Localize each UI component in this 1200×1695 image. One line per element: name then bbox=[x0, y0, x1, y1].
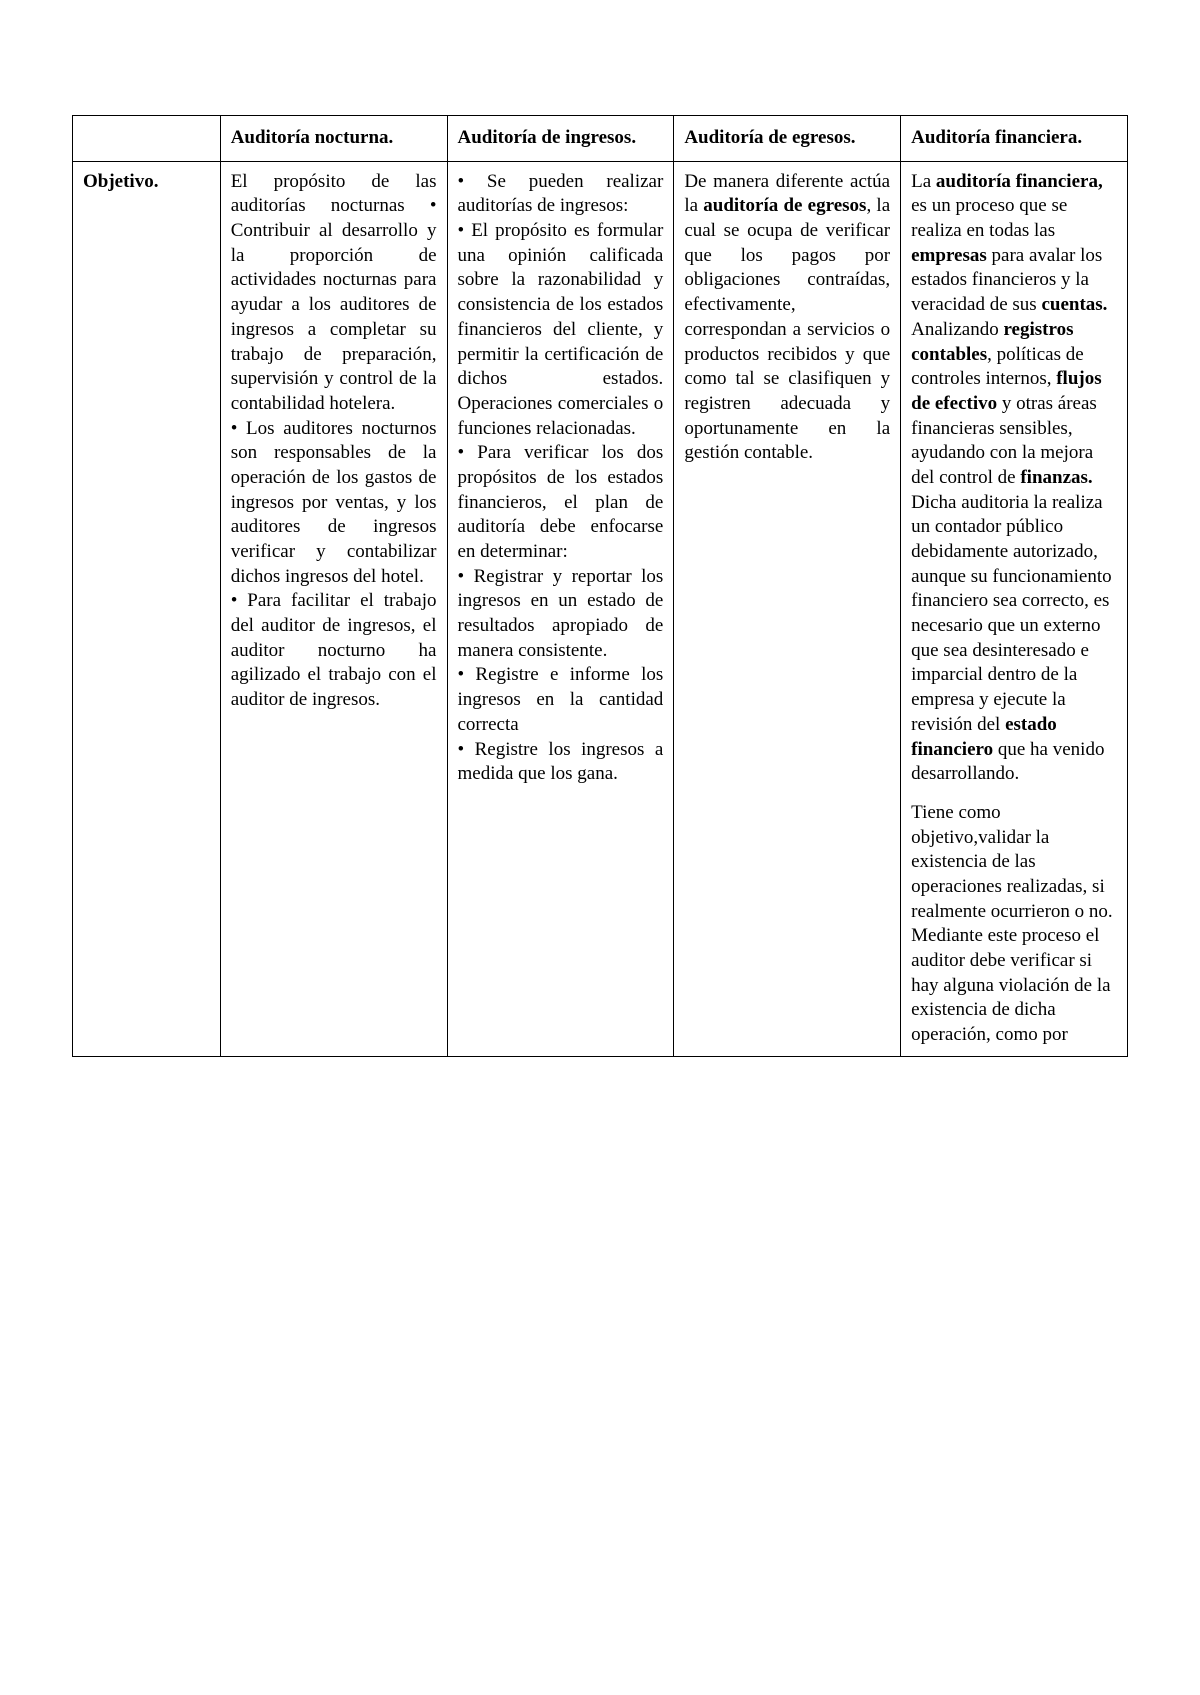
header-nocturna: Auditoría nocturna. bbox=[220, 116, 447, 162]
cell-nocturna: El propósito de las auditorías nocturnas… bbox=[220, 161, 447, 1056]
table-header-row: Auditoría nocturna. Auditoría de ingreso… bbox=[73, 116, 1128, 162]
header-blank bbox=[73, 116, 221, 162]
cell-egresos: De manera diferente actúa la auditoría d… bbox=[674, 161, 901, 1056]
cell-ingresos: • Se pueden realizar auditorías de ingre… bbox=[447, 161, 674, 1056]
comparison-table: Auditoría nocturna. Auditoría de ingreso… bbox=[72, 115, 1128, 1057]
row-label-objetivo: Objetivo. bbox=[73, 161, 221, 1056]
cell-financiera: La auditoría financiera, es un proceso q… bbox=[901, 161, 1128, 1056]
table-row: Objetivo. El propósito de las auditorías… bbox=[73, 161, 1128, 1056]
header-financiera: Auditoría financiera. bbox=[901, 116, 1128, 162]
header-ingresos: Auditoría de ingresos. bbox=[447, 116, 674, 162]
header-egresos: Auditoría de egresos. bbox=[674, 116, 901, 162]
